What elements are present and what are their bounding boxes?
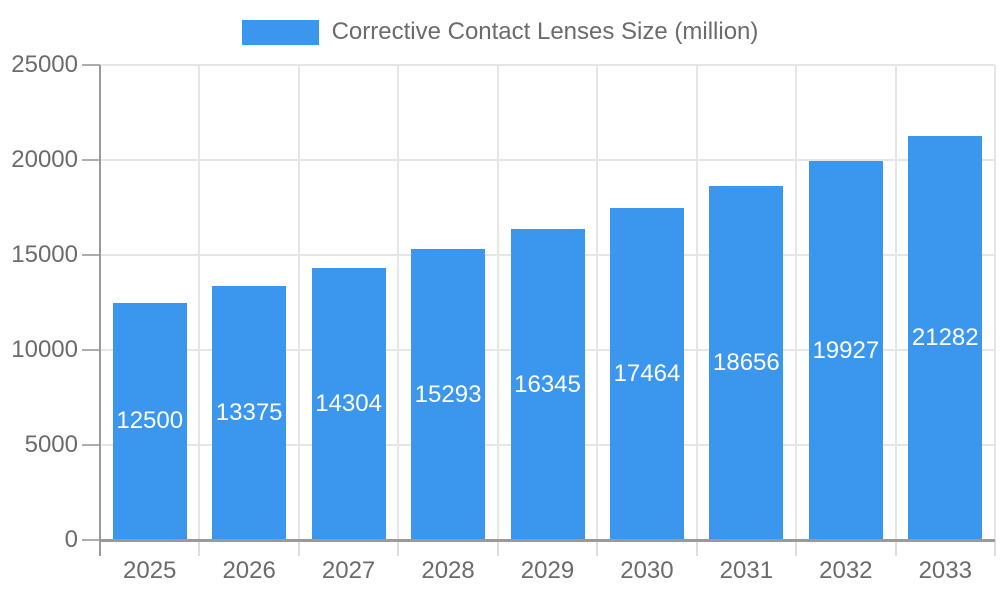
y-axis-label: 5000 [24,431,78,458]
bar [709,185,784,540]
bar [510,229,585,540]
y-axis-label: 15000 [11,241,78,268]
y-gridline [100,64,995,66]
x-axis-tick [397,540,400,556]
x-gridline [795,65,798,540]
y-axis-line [99,65,101,556]
y-axis-label: 20000 [11,146,78,173]
x-axis-line [100,539,995,542]
x-axis-tick [795,540,798,556]
bar-value-label: 15293 [414,380,482,408]
x-gridline [994,65,996,540]
bar [311,268,386,540]
y-axis-tick [82,64,100,66]
x-gridline [397,65,400,540]
x-axis-tick [596,540,599,556]
x-gridline [695,65,698,540]
y-axis-tick [82,444,100,446]
y-axis-label: 25000 [11,51,78,78]
x-gridline [198,65,201,540]
x-axis-label: 2026 [222,557,276,584]
bar [908,135,983,540]
bar [112,302,187,540]
bar-value-label: 16345 [514,370,581,398]
legend-item[interactable]: Corrective Contact Lenses Size (million) [241,18,759,46]
x-gridline [496,65,499,540]
legend: Corrective Contact Lenses Size (million) [0,18,1000,46]
bar-value-label: 14304 [315,390,382,418]
x-axis-tick [297,540,300,556]
x-axis-tick [994,540,996,556]
legend-swatch-icon [241,19,319,45]
x-gridline [297,65,300,540]
x-axis-label: 2027 [321,557,376,584]
x-axis-label: 2025 [123,557,177,584]
x-axis-label: 2032 [819,557,873,584]
y-gridline [100,159,995,161]
bar-value-label: 18656 [713,348,780,376]
x-axis-tick [894,540,897,556]
x-axis-label: 2029 [520,557,575,584]
x-axis-tick [695,540,698,556]
bar-value-label: 19927 [812,336,880,364]
bar-value-label: 13375 [215,398,283,426]
bar [411,249,486,540]
y-axis-tick [82,539,100,541]
y-axis-label: 10000 [11,336,78,363]
x-gridline [894,65,897,540]
bar [808,161,883,540]
x-axis-label: 2033 [918,557,972,584]
bar-value-label: 21282 [911,323,979,351]
bar-value-label: 17464 [613,360,681,388]
x-axis-tick [496,540,499,556]
bar [212,285,287,540]
bar-value-label: 12500 [116,407,184,435]
bar [609,208,684,540]
x-gridline [596,65,599,540]
x-axis-tick [198,540,201,556]
y-axis-label: 0 [64,526,78,553]
x-axis-label: 2030 [620,557,674,584]
x-axis-label: 2028 [421,557,475,584]
y-axis-tick [82,349,100,351]
x-axis-label: 2031 [719,557,774,584]
legend-label: Corrective Contact Lenses Size (million) [331,18,759,45]
y-axis-tick [82,159,100,161]
y-axis-tick [82,254,100,256]
